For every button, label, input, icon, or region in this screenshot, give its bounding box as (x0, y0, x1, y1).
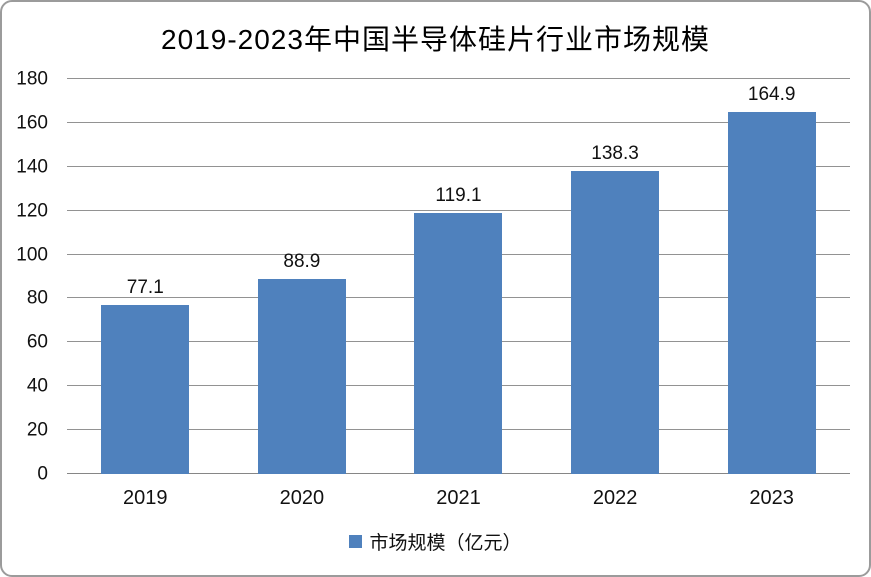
data-label-2022: 138.3 (591, 142, 639, 164)
x-axis-labels: 2019 2020 2021 2022 2023 (67, 487, 850, 510)
y-tick-label: 20 (26, 419, 48, 441)
legend: 市场规模（亿元） (2, 528, 869, 555)
gridline (67, 209, 850, 211)
data-label-2021: 119.1 (435, 184, 482, 206)
data-label-2023: 164.9 (747, 84, 796, 106)
x-tick-label-2023: 2023 (749, 487, 794, 509)
data-label-2020: 88.9 (283, 250, 321, 272)
bars-row: 77.1 88.9 119.1 138.3 164.9 (67, 79, 850, 474)
legend-label: 市场规模（亿元） (369, 533, 522, 554)
legend-marker-icon (349, 535, 363, 548)
bar-slot-2019: 77.1 (67, 79, 224, 474)
x-tick-label-2021: 2021 (436, 487, 481, 509)
gridline (67, 165, 850, 167)
x-tick-label-2022: 2022 (592, 487, 638, 509)
y-tick-label: 140 (16, 156, 48, 178)
data-label-2019: 77.1 (126, 276, 164, 298)
bar-2019 (101, 304, 190, 474)
bar-2023 (727, 112, 816, 474)
y-tick-label: 40 (26, 375, 48, 397)
bar-slot-2021: 119.1 (380, 79, 537, 474)
bar-slot-2023: 164.9 (693, 79, 850, 474)
x-tick-label-2020: 2020 (279, 487, 325, 509)
y-axis-labels: 0 20 40 60 80 100 120 140 160 180 (2, 70, 54, 484)
y-tick-label: 180 (16, 68, 48, 90)
bar-2022 (571, 170, 660, 474)
y-tick-label: 80 (26, 287, 48, 309)
y-tick-label: 0 (37, 463, 48, 485)
y-tick-label: 120 (16, 200, 48, 222)
y-tick-label: 60 (26, 331, 48, 353)
bar-slot-2020: 88.9 (224, 79, 381, 474)
plot-area: 77.1 88.9 119.1 138.3 164.9 (67, 78, 850, 474)
bar-2021 (414, 212, 503, 474)
chart-title: 2019-2023年中国半导体硅片行业市场规模 (161, 24, 710, 55)
y-tick-label: 100 (16, 244, 48, 266)
bar-2020 (257, 278, 346, 474)
bar-slot-2022: 138.3 (537, 79, 694, 474)
y-tick-label: 160 (16, 112, 48, 134)
x-tick-label-2019: 2019 (123, 487, 168, 509)
gridline (67, 121, 850, 123)
gridline (67, 78, 850, 79)
